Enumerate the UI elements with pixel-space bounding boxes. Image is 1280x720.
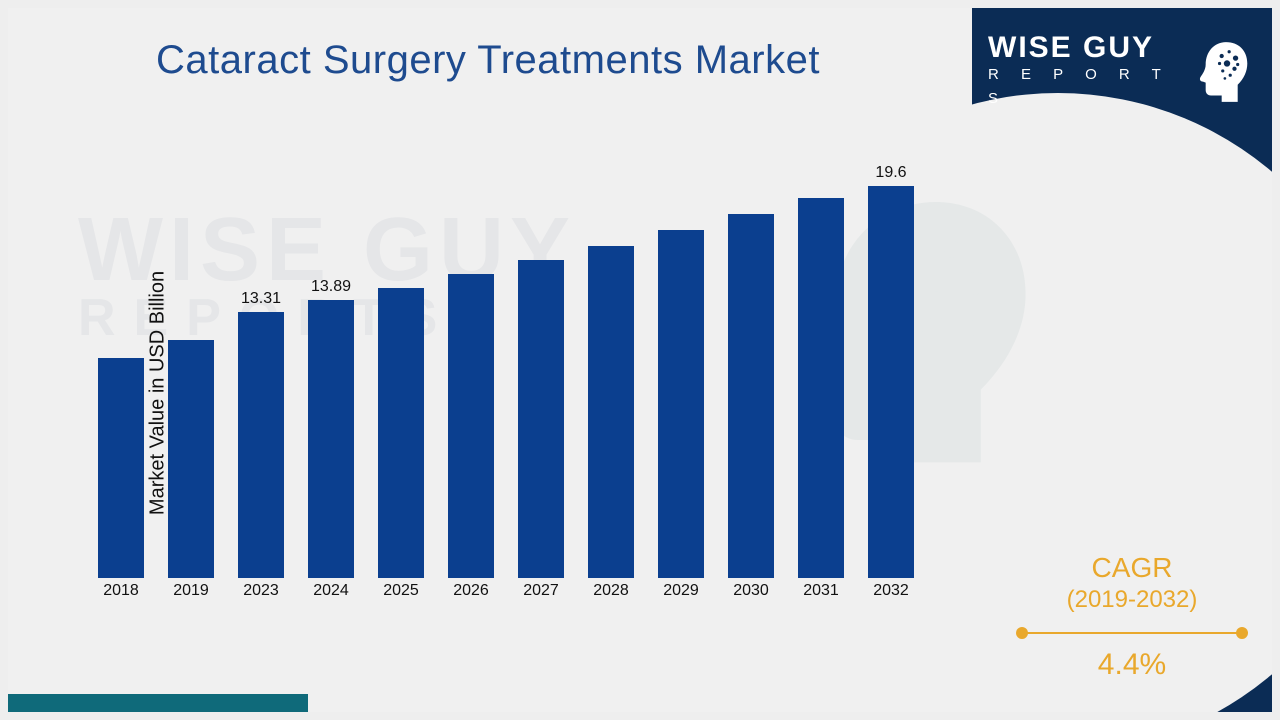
bar-col: [366, 266, 436, 578]
bar: [588, 246, 634, 578]
cagr-range: (2019-2032): [992, 586, 1272, 614]
bar: [98, 358, 144, 578]
bar-col: [506, 238, 576, 578]
bar: [308, 300, 354, 578]
x-axis-labels: 2018201920232024202520262027202820292030…: [86, 582, 926, 608]
brand-logo-sub: R E P O R T S: [988, 63, 1185, 111]
brand-logo: WISE GUY R E P O R T S: [988, 32, 1248, 112]
bar: [168, 340, 214, 578]
bar: [378, 288, 424, 578]
bar: [518, 260, 564, 578]
x-tick-label: 2030: [716, 582, 786, 600]
x-tick-label: 2032: [856, 582, 926, 600]
bar: [868, 186, 914, 578]
cagr-value: 4.4%: [992, 648, 1272, 682]
x-tick-label: 2025: [366, 582, 436, 600]
stage: WISE GUY REPORTS Cataract Surgery Treatm…: [8, 8, 1272, 712]
bar: [728, 214, 774, 578]
bar: [798, 198, 844, 578]
cagr-block: CAGR (2019-2032) 4.4%: [992, 552, 1272, 682]
bar-col: [436, 252, 506, 578]
bar-col: [646, 208, 716, 578]
brand-logo-main: WISE GUY: [988, 33, 1185, 63]
bar-col: [786, 176, 856, 578]
x-tick-label: 2026: [436, 582, 506, 600]
brand-logo-text: WISE GUY R E P O R T S: [988, 33, 1185, 111]
bar: [238, 312, 284, 578]
bar-chart: Market Value in USD Billion 13.3113.8919…: [58, 178, 928, 608]
x-tick-label: 2018: [86, 582, 156, 600]
bar-col: [156, 318, 226, 578]
bar-value-label: 19.6: [875, 164, 906, 182]
bar-value-label: 13.31: [241, 290, 281, 308]
bar-col: 19.6: [856, 164, 926, 578]
chart-plot-area: 13.3113.8919.6: [86, 178, 926, 578]
bar-value-label: 13.89: [311, 278, 351, 296]
x-tick-label: 2019: [156, 582, 226, 600]
x-tick-label: 2029: [646, 582, 716, 600]
chart-title: Cataract Surgery Treatments Market: [8, 38, 968, 83]
x-tick-label: 2023: [226, 582, 296, 600]
bar-col: 13.31: [226, 290, 296, 578]
brand-head-icon: [1195, 38, 1248, 106]
bottom-strip: [8, 694, 308, 712]
cagr-title: CAGR: [992, 552, 1272, 584]
cagr-divider: [1022, 632, 1242, 634]
bar-col: [576, 224, 646, 578]
x-tick-label: 2027: [506, 582, 576, 600]
x-tick-label: 2024: [296, 582, 366, 600]
x-tick-label: 2031: [786, 582, 856, 600]
bar-col: [86, 336, 156, 578]
bar-col: [716, 192, 786, 578]
bar-col: 13.89: [296, 278, 366, 578]
x-tick-label: 2028: [576, 582, 646, 600]
bar: [658, 230, 704, 578]
bar: [448, 274, 494, 578]
